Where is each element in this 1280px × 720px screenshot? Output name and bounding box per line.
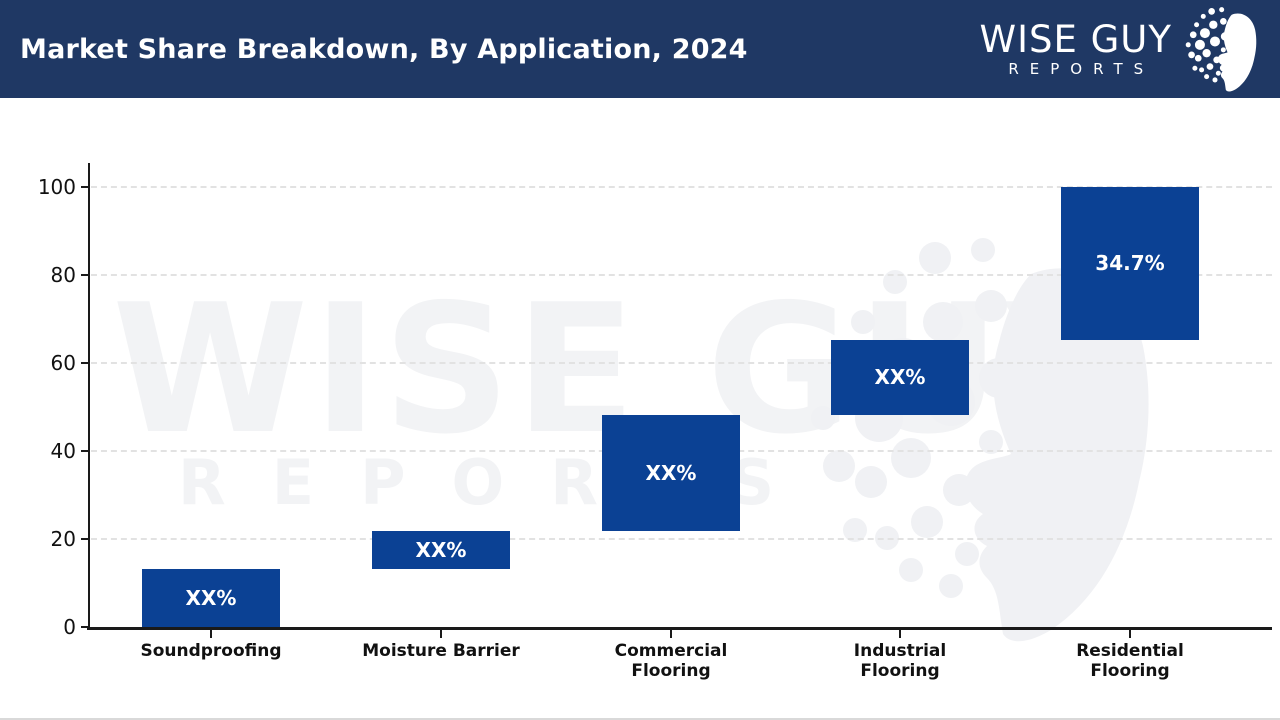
y-axis-line	[88, 163, 90, 630]
x-axis-category-label: Industrial Flooring	[853, 641, 947, 682]
header-bar: Market Share Breakdown, By Application, …	[0, 0, 1280, 98]
y-axis-tick	[81, 538, 89, 540]
x-axis-tick	[670, 630, 672, 638]
y-axis-tick-label: 80	[50, 263, 76, 287]
bar-segment: XX%	[372, 531, 510, 569]
bar-value-label: XX%	[874, 365, 926, 390]
bar-segment: XX%	[142, 568, 280, 627]
y-gridline	[91, 274, 1272, 276]
x-axis-category-label: Residential Flooring	[1076, 641, 1184, 682]
bar-segment: XX%	[831, 339, 969, 415]
y-axis-tick	[81, 450, 89, 452]
bar-segment: XX%	[602, 414, 740, 532]
brand-name: WISE GUY	[979, 18, 1172, 61]
x-axis-tick	[1129, 630, 1131, 638]
y-gridline	[91, 186, 1272, 188]
y-gridline	[91, 538, 1272, 540]
x-axis-tick	[899, 630, 901, 638]
y-axis-tick	[81, 186, 89, 188]
x-axis-category-label: Moisture Barrier	[362, 641, 520, 661]
x-axis-line	[87, 627, 1272, 630]
chart-canvas: WISE GUY REPORTS 0 20 40 60 80 100 XX% Soundpro…	[0, 98, 1280, 718]
y-axis-tick	[81, 274, 89, 276]
x-axis-tick	[440, 630, 442, 638]
y-axis-tick	[81, 362, 89, 364]
x-axis-category-label: Soundproofing	[140, 641, 282, 661]
bar-segment: 34.7%	[1061, 187, 1199, 340]
bar-value-label: 34.7%	[1095, 251, 1165, 276]
y-gridline	[91, 362, 1272, 364]
x-axis-category-label: Commercial Flooring	[614, 641, 728, 682]
y-axis-tick-label: 20	[50, 527, 76, 551]
brand-logo: WISE GUY REPORTS	[980, 3, 1266, 95]
plot-area: 0 20 40 60 80 100 XX% Soundproofing XX% Moisture …	[0, 98, 1280, 718]
brand-logo-text: WISE GUY REPORTS	[980, 21, 1172, 77]
bar-value-label: XX%	[645, 460, 697, 485]
y-axis-tick	[81, 626, 89, 628]
brand-subname: REPORTS	[1008, 60, 1155, 78]
dotted-head-logo-icon	[1185, 7, 1257, 92]
x-axis-tick	[210, 630, 212, 638]
y-axis-tick-label: 40	[50, 439, 76, 463]
y-axis-tick-label: 60	[50, 351, 76, 375]
y-axis-tick-label: 0	[63, 615, 76, 639]
page-title: Market Share Breakdown, By Application, …	[20, 33, 748, 65]
y-axis-tick-label: 100	[37, 175, 76, 199]
bar-value-label: XX%	[185, 585, 237, 610]
bar-value-label: XX%	[415, 537, 467, 562]
